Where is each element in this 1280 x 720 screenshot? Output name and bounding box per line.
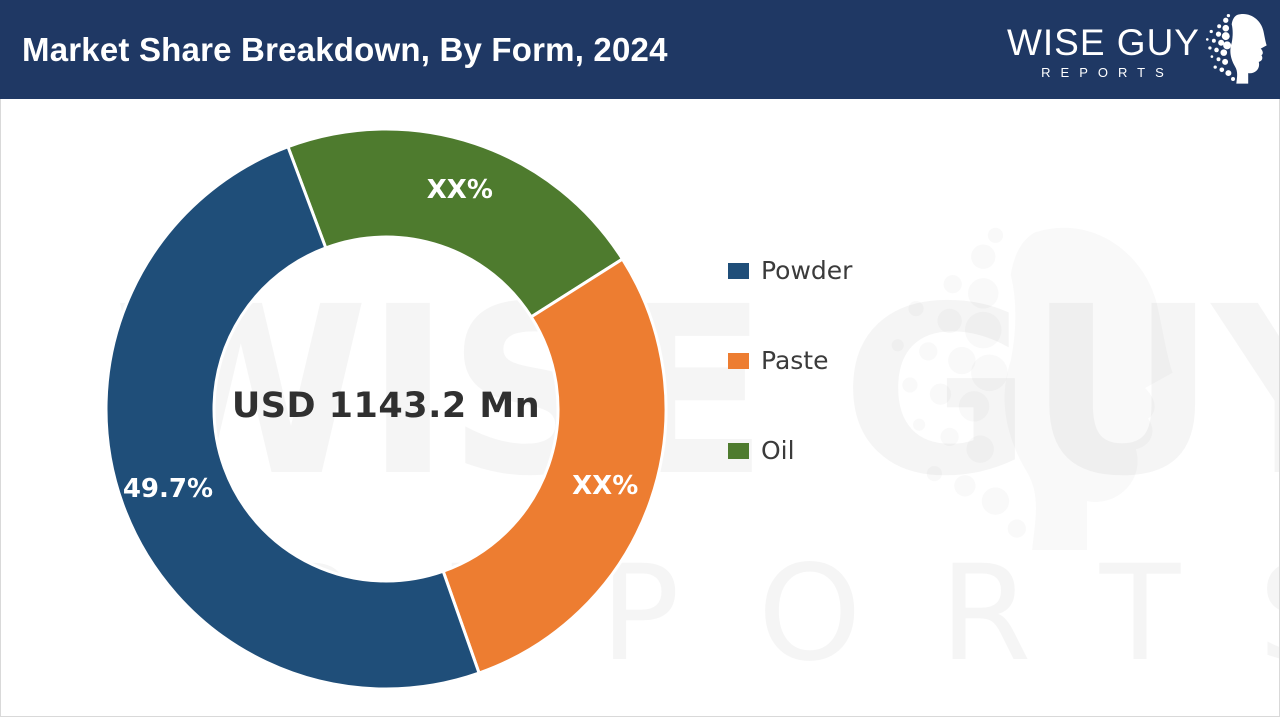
segment-value-label-oil: XX%: [427, 175, 493, 205]
segment-value-label-paste: XX%: [572, 471, 638, 501]
segment-value-label-powder: 49.7%: [123, 474, 213, 504]
legend-swatch-powder: [728, 262, 749, 279]
logo-text: WISE GUY REPORTS: [1007, 24, 1200, 80]
legend-swatch-paste: [728, 352, 749, 369]
legend-label: Oil: [761, 436, 795, 465]
legend-swatch-oil: [728, 442, 749, 459]
wise-guy-reports-logo: WISE GUY REPORTS: [1007, 11, 1268, 85]
dotted-head-logo-icon: [1202, 11, 1268, 85]
donut-center-value: USD 1143.2 Mn: [231, 386, 541, 426]
logo-sub-text: REPORTS: [1041, 65, 1174, 80]
donut-chart: XX% XX% 49.7%: [104, 127, 668, 691]
header-bar: Market Share Breakdown, By Form, 2024 WI…: [0, 0, 1280, 99]
legend-item-oil: Oil: [728, 434, 852, 467]
donut-segment-paste: [441, 257, 668, 675]
legend-item-paste: Paste: [728, 344, 852, 377]
legend-item-powder: Powder: [728, 254, 852, 287]
page-title: Market Share Breakdown, By Form, 2024: [22, 30, 668, 68]
legend-label: Powder: [761, 256, 853, 285]
chart-legend: Powder Paste Oil: [728, 254, 852, 524]
donut-segment-powder: [104, 145, 481, 691]
legend-label: Paste: [761, 346, 829, 375]
donut-segment-oil: [286, 127, 624, 319]
chart-area: WISE GUY REPORTS XX%XX%49.7% USD 1143.2 …: [0, 99, 1280, 717]
logo-brand-text: WISE GUY: [1006, 22, 1200, 63]
